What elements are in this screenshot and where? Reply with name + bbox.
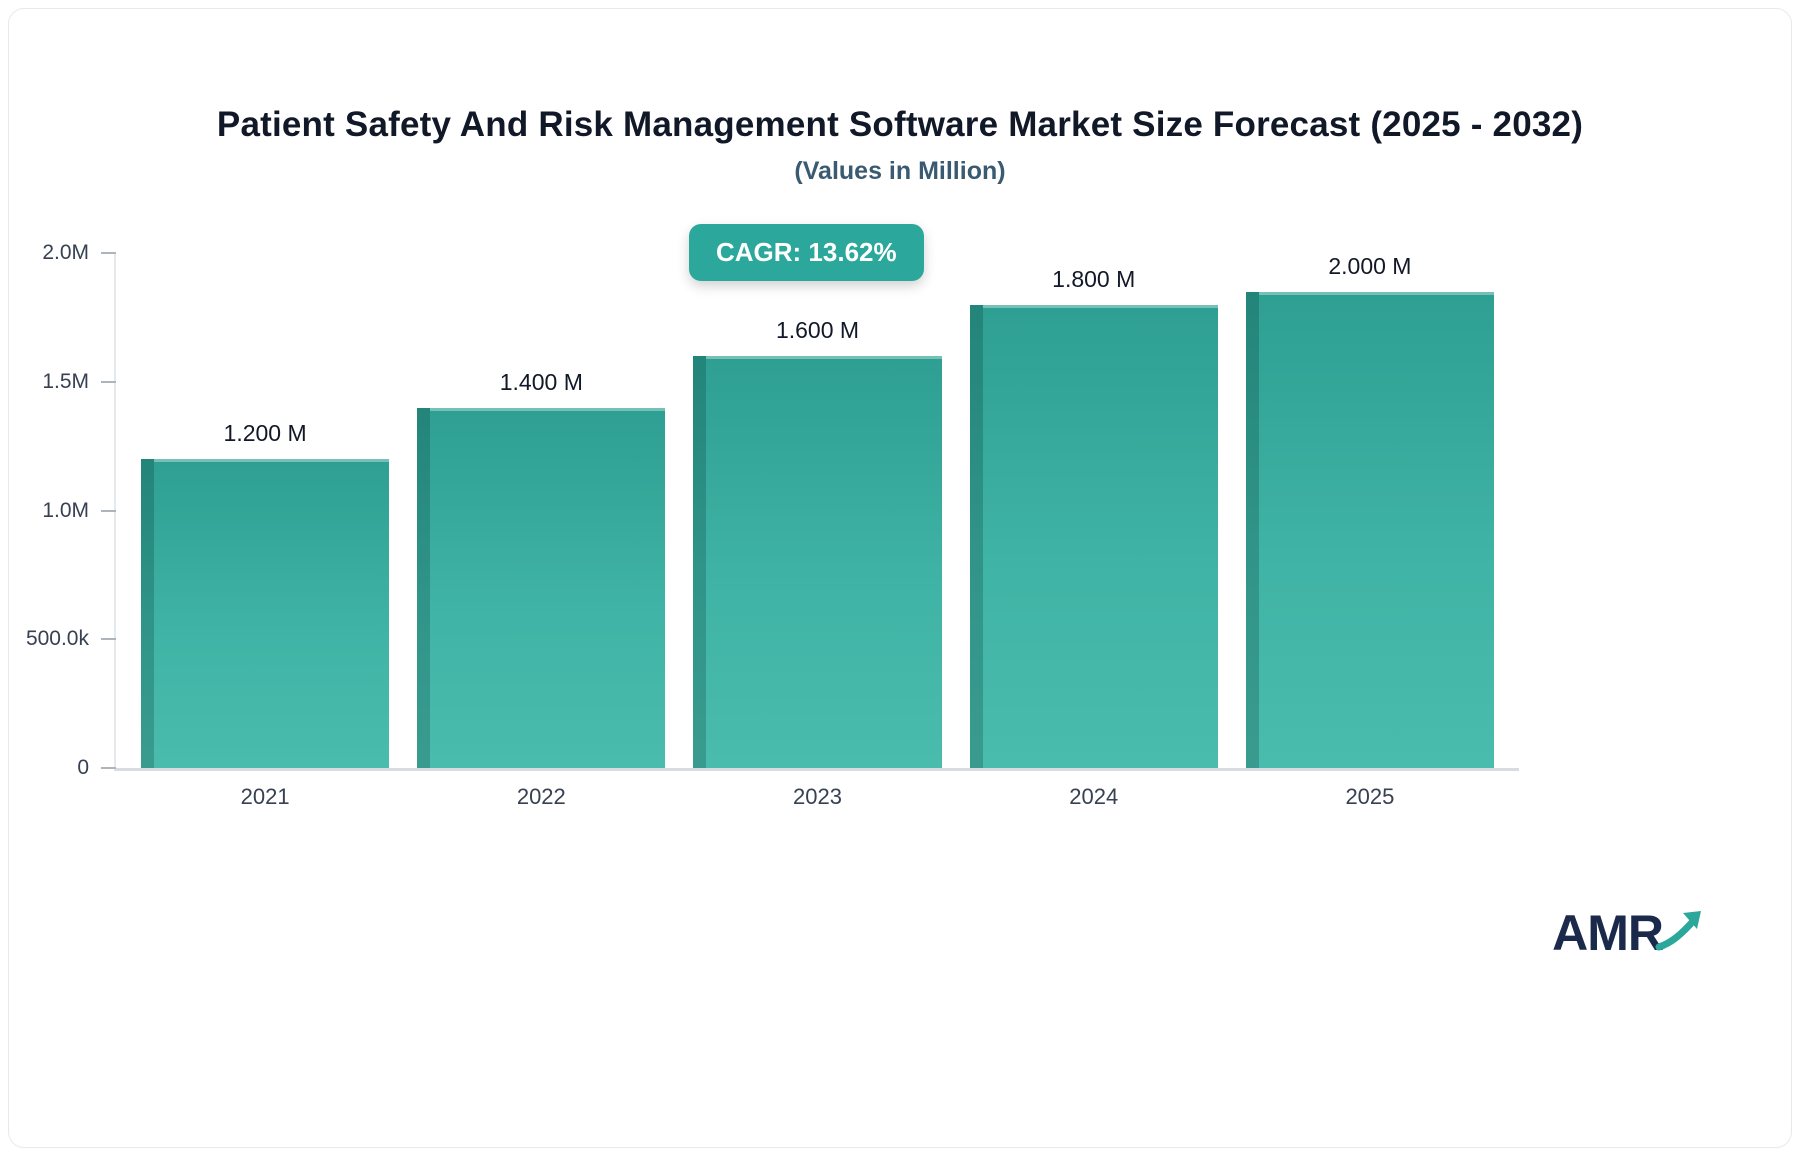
amr-logo-text: AMR <box>1552 905 1664 961</box>
bar-group: 1.200 M <box>141 253 390 768</box>
y-tick-label: 1.0M <box>42 498 89 522</box>
chart-title: Patient Safety And Risk Management Softw… <box>216 105 1584 144</box>
bars: 1.200 M 1.400 M 1.600 M 1.800 M 2.000 M <box>116 253 1519 768</box>
x-axis-label: 2022 <box>516 784 566 809</box>
y-tick: 1.5M <box>42 370 116 394</box>
x-axis-label: 2025 <box>1345 784 1395 809</box>
y-tick-mark <box>101 509 116 512</box>
y-tick-label: 0 <box>77 756 89 779</box>
amr-logo: AMR <box>1552 907 1707 958</box>
bar-value-label: 1.200 M <box>223 420 307 446</box>
bar-group: 2.000 M <box>1245 253 1495 768</box>
y-tick-label: 2.0M <box>42 241 89 264</box>
bar-group: 1.600 M <box>693 253 942 768</box>
bar-value-label: 2.000 M <box>1328 253 1412 279</box>
y-tick: 1.0M <box>42 499 116 523</box>
cagr-badge: CAGR: 13.62% <box>689 224 924 281</box>
bar-value-label: 1.800 M <box>1052 265 1136 292</box>
bar <box>141 459 390 768</box>
y-tick-label: 1.5M <box>42 369 89 393</box>
y-tick-mark <box>101 638 116 641</box>
y-tick-mark <box>101 767 116 769</box>
y-tick: 500.0k <box>26 627 116 651</box>
x-axis-labels: 2021 2022 2023 2024 2025 <box>116 784 1519 810</box>
y-tick-mark <box>101 252 116 254</box>
bar <box>1245 292 1495 768</box>
chart-subtitle: (Values in Million) <box>794 157 1006 185</box>
y-tick: 2.0M <box>42 241 116 265</box>
y-tick: 0 <box>77 756 116 780</box>
y-tick-mark <box>101 380 116 383</box>
bar-value-label: 1.600 M <box>775 317 860 343</box>
bar-group: 1.800 M <box>969 253 1219 768</box>
plot-area: CAGR: 13.62% 2.0M 1.5M 1.0M 500.0k 0 1.200 M… <box>26 224 1519 809</box>
x-axis-label: 2023 <box>793 784 842 809</box>
x-axis-label: 2021 <box>240 784 290 809</box>
x-axis-label: 2024 <box>1069 784 1119 809</box>
bar <box>693 356 942 768</box>
y-tick-label: 500.0k <box>25 627 89 651</box>
chart-card: Patient Safety And Risk Management Softw… <box>8 8 1792 1148</box>
bar-group: 1.400 M <box>417 253 666 768</box>
growth-arrow-icon <box>1655 907 1707 956</box>
bar <box>969 304 1219 768</box>
bar-value-label: 1.400 M <box>499 368 583 395</box>
bar <box>417 407 666 768</box>
